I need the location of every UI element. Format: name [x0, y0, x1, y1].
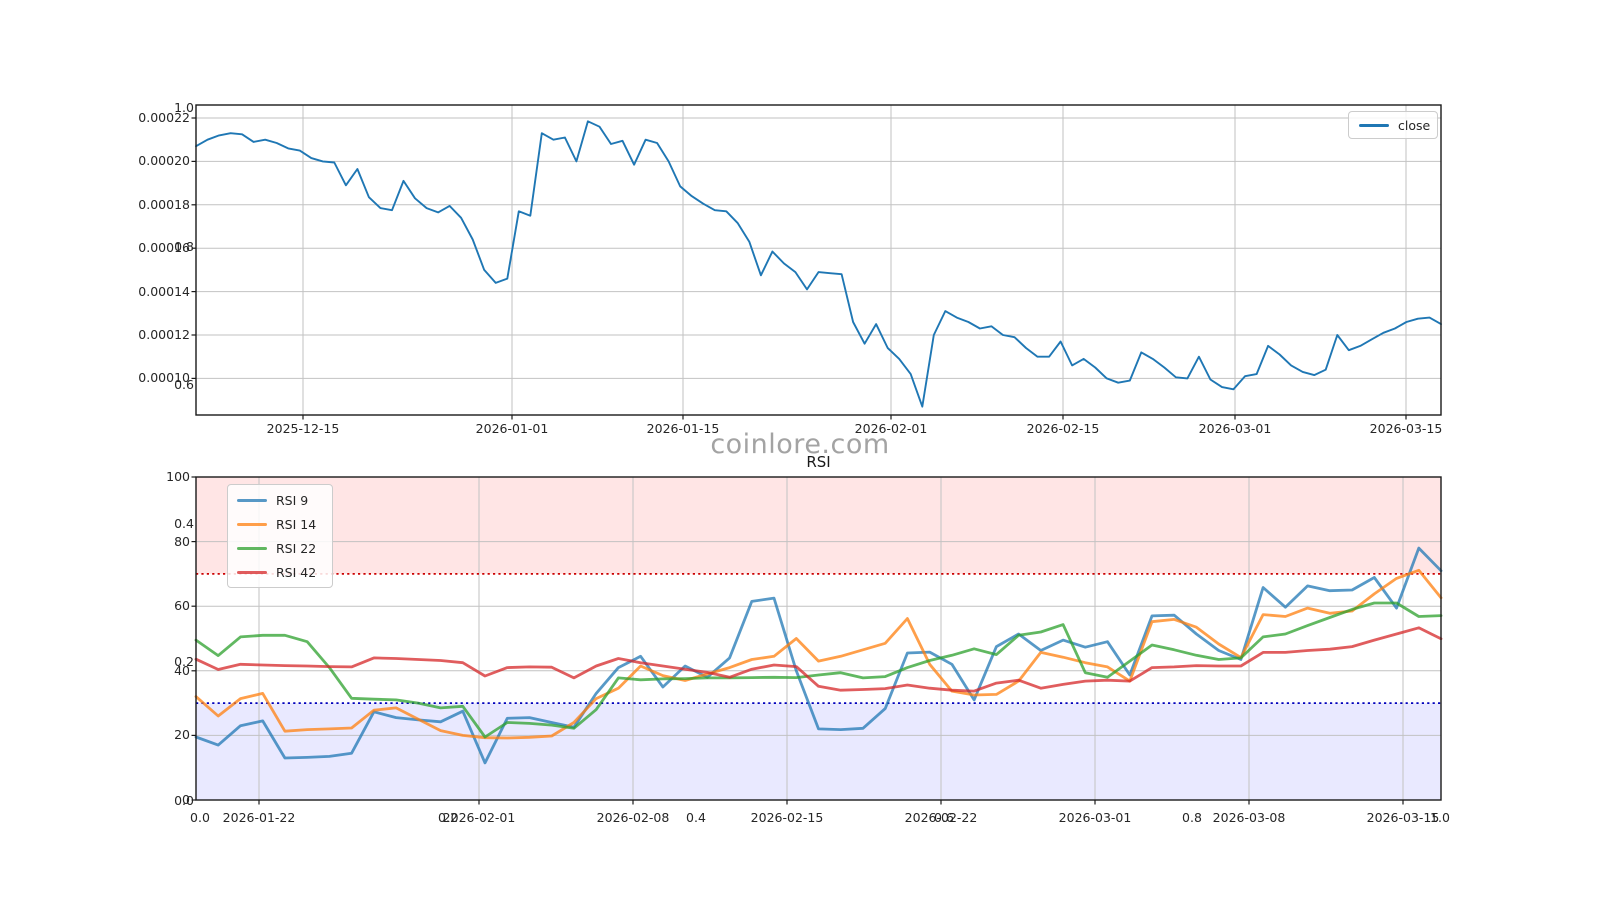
price-ytick-label: 0.00010: [138, 370, 190, 386]
price-ytick-label: 0.00014: [138, 283, 190, 299]
rsi-legend: RSI 9 RSI 14 RSI 22 RSI 42: [227, 484, 333, 588]
legend-label: RSI 14: [276, 516, 317, 532]
legend-line-icon: [1359, 123, 1389, 127]
overlay-xtick-label: 0.2: [438, 810, 458, 825]
rsi-ytick-label: 80: [174, 533, 190, 549]
rsi-ytick-label: 60: [174, 598, 190, 614]
price-xtick-label: 2025-12-15: [266, 421, 340, 436]
rsi-ytick-label: 0: [182, 792, 190, 807]
rsi-xtick-label: 2026-02-08: [596, 810, 670, 825]
legend-entry-rsi-22: RSI 22: [228, 536, 332, 560]
price-xtick-label: 2026-03-15: [1369, 421, 1443, 436]
rsi-xtick-label: 2026-02-01: [442, 810, 516, 825]
overlay-xtick-label: 1.0: [1430, 810, 1450, 825]
rsi-xtick-label: 2026-01-22: [222, 810, 296, 825]
legend-label: RSI 9: [276, 492, 309, 508]
overlay-xtick-label: 0.0: [190, 810, 210, 825]
price-xtick-label: 2026-01-01: [475, 421, 549, 436]
legend-entry-close: close: [1349, 116, 1440, 135]
legend-line-icon: [237, 522, 267, 526]
rsi-chart-title: RSI: [806, 453, 831, 471]
overlay-ytick-label: 0.4: [174, 515, 194, 531]
legend-label: RSI 22: [276, 540, 317, 556]
price-ytick-label: 0.00018: [138, 196, 190, 212]
rsi-ytick-label: 40: [174, 662, 190, 678]
price-ytick-label: 0.00022: [138, 110, 190, 125]
legend-line-icon: [237, 570, 267, 574]
legend-label: RSI 42: [276, 564, 317, 580]
price-xtick-label: 2026-02-15: [1026, 421, 1100, 436]
legend-line-icon: [237, 546, 267, 550]
overlay-ytick-label: 1.0: [174, 100, 194, 115]
rsi-ytick-label: 20: [174, 727, 190, 743]
price-xtick-label: 2026-01-15: [646, 421, 720, 436]
overlay-xtick-label: 0.4: [686, 810, 706, 825]
rsi-xtick-label: 2026-02-15: [750, 810, 824, 825]
price-xtick-label: 2026-02-01: [854, 421, 928, 436]
overlay-ytick-label: 0.6: [174, 377, 194, 393]
overlay-xtick-label: 0.6: [934, 810, 954, 825]
price-legend: close: [1348, 111, 1438, 139]
price-ytick-label: 0.00016: [138, 240, 190, 256]
overlay-ytick-label: 0.2: [174, 654, 194, 670]
rsi-xtick-label: 2026-03-15: [1366, 810, 1440, 825]
overlay-ytick-label: 0.0: [174, 793, 194, 808]
rsi-xtick-label: 2026-03-01: [1058, 810, 1132, 825]
watermark: coinlore.com: [710, 429, 890, 460]
legend-entry-rsi-9: RSI 9: [228, 488, 332, 512]
legend-entry-rsi-14: RSI 14: [228, 512, 332, 536]
legend-line-icon: [237, 498, 267, 502]
price-ytick-label: 0.00012: [138, 327, 190, 342]
rsi-xtick-label: 2026-03-08: [1212, 810, 1286, 825]
price-ytick-label: 0.00020: [138, 153, 190, 169]
overlay-ytick-label: 0.8: [174, 238, 194, 254]
price-xtick-label: 2026-03-01: [1198, 421, 1272, 436]
rsi-ytick-label: 100: [166, 469, 190, 484]
rsi-xtick-label: 2026-02-22: [904, 810, 978, 825]
legend-label: close: [1398, 117, 1431, 133]
legend-entry-rsi-42: RSI 42: [228, 560, 332, 584]
overlay-xtick-label: 0.8: [1182, 810, 1202, 825]
